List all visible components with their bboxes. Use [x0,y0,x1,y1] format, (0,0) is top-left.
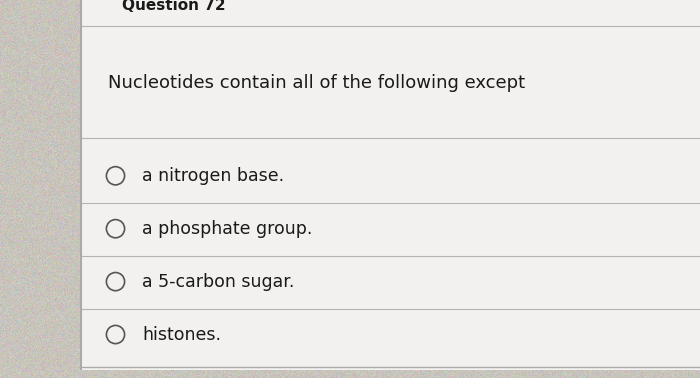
Text: Question 72: Question 72 [122,0,226,13]
Text: a 5-carbon sugar.: a 5-carbon sugar. [142,273,295,291]
Text: a nitrogen base.: a nitrogen base. [142,167,284,185]
Text: histones.: histones. [142,325,221,344]
FancyBboxPatch shape [80,0,700,370]
Text: Nucleotides contain all of the following except: Nucleotides contain all of the following… [108,74,526,92]
Text: a phosphate group.: a phosphate group. [142,220,312,238]
